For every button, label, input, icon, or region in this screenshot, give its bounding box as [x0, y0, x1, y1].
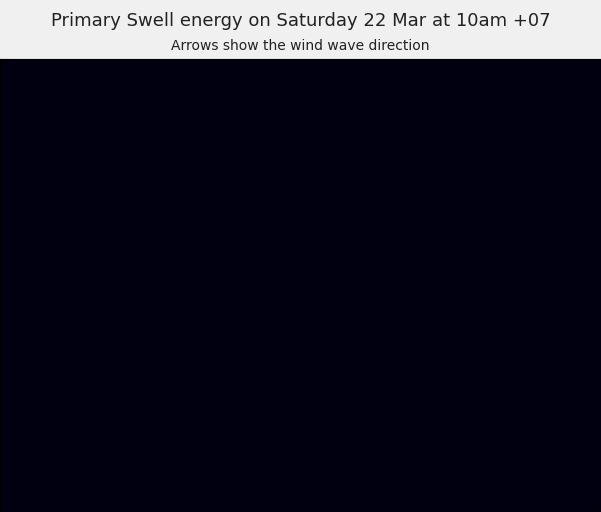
Text: Primary Swell energy on Saturday 22 Mar at 10am +07: Primary Swell energy on Saturday 22 Mar … [50, 12, 551, 30]
Text: Arrows show the wind wave direction: Arrows show the wind wave direction [171, 39, 430, 53]
